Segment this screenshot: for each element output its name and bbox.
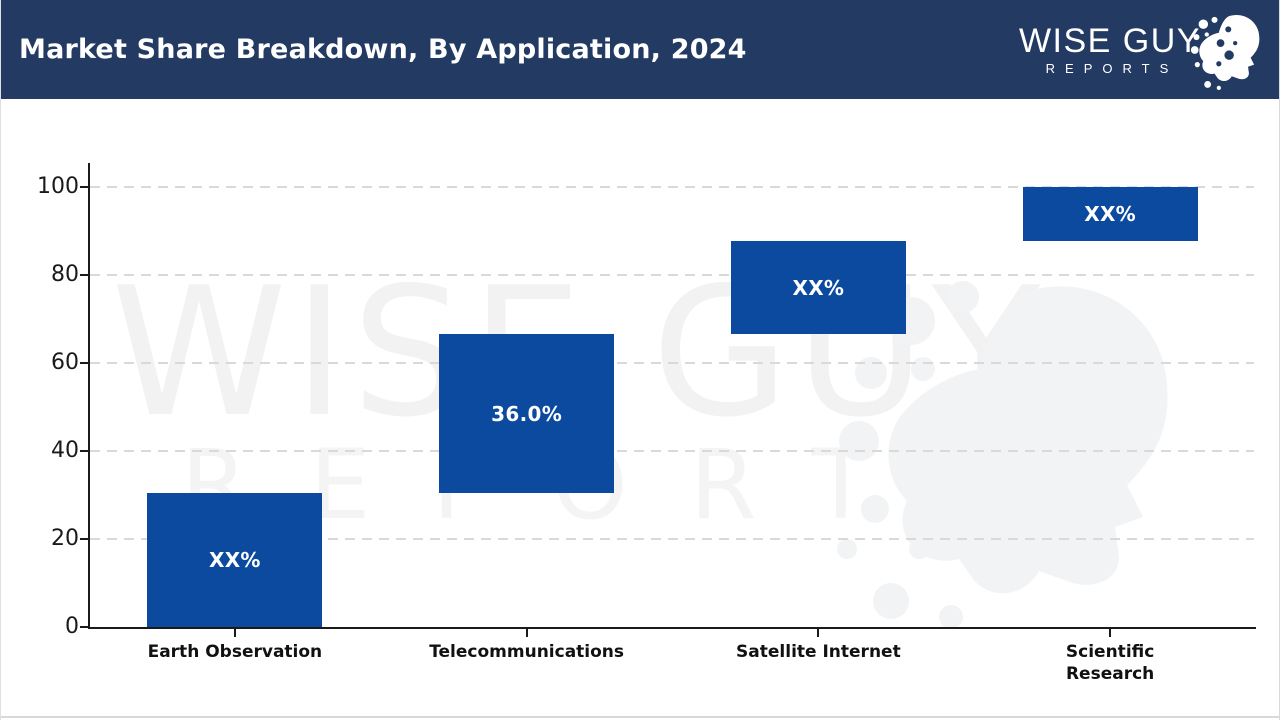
y-axis-line — [88, 162, 90, 629]
y-tick-label-80: 80 — [51, 262, 79, 287]
y-tick-mark-0 — [80, 626, 88, 628]
plot-area: WISE GUY REPORTS 0 20 40 60 80 100 XX% 36.0% XX… — [1, 99, 1279, 717]
header-bar: Market Share Breakdown, By Application, … — [1, 0, 1279, 99]
x-category-label-1: Telecommunications — [381, 641, 673, 663]
y-tick-mark-40 — [80, 450, 88, 452]
y-tick-mark-20 — [80, 538, 88, 540]
x-tick-mark-2 — [817, 629, 820, 637]
x-category-label-2: Satellite Internet — [673, 641, 965, 663]
y-tick-label-60: 60 — [51, 350, 79, 375]
logo-wordmark: WISE GUY REPORTS — [1019, 23, 1201, 76]
logo-wordmark-line2: REPORTS — [1045, 61, 1179, 76]
chart-title: Market Share Breakdown, By Application, … — [19, 34, 747, 65]
x-category-label-3: Scientific Research — [964, 641, 1256, 685]
y-tick-label-0: 0 — [65, 614, 79, 639]
bar-satellite-internet: XX% — [730, 240, 906, 335]
bar-value-label: XX% — [1084, 201, 1136, 226]
y-tick-mark-80 — [80, 274, 88, 276]
y-tick-label-40: 40 — [51, 438, 79, 463]
head-logo-icon — [1190, 14, 1260, 90]
gridline-60 — [90, 362, 1254, 364]
x-category-label-0: Earth Observation — [89, 641, 381, 663]
wise-guy-logo: WISE GUY REPORTS — [1019, 7, 1279, 93]
x-category-label-line: Scientific — [1065, 642, 1155, 662]
x-tick-mark-1 — [525, 629, 528, 637]
y-tick-mark-100 — [80, 186, 88, 188]
bottom-border — [1, 716, 1279, 718]
bar-value-label: XX% — [208, 547, 261, 572]
x-category-label-line: Earth Observation — [147, 642, 323, 662]
bar-telecommunications: 36.0% — [439, 334, 615, 493]
bar-value-label: XX% — [792, 275, 845, 300]
bar-scientific-research: XX% — [1022, 187, 1198, 241]
y-tick-label-20: 20 — [51, 526, 79, 551]
x-category-label-line: Research — [1065, 664, 1155, 684]
bar-earth-observation: XX% — [147, 492, 323, 627]
x-axis-line — [88, 627, 1256, 629]
gridline-20 — [90, 538, 1254, 540]
x-category-label-line: Telecommunications — [429, 642, 625, 662]
x-tick-mark-0 — [233, 629, 236, 637]
x-category-label-line: Satellite Internet — [736, 642, 901, 662]
y-tick-mark-60 — [80, 362, 88, 364]
gridline-40 — [90, 450, 1254, 452]
logo-wordmark-line1: WISE GUY — [1018, 22, 1201, 60]
gridline-100 — [90, 186, 1254, 188]
bar-value-label: 36.0% — [491, 401, 563, 426]
gridline-80 — [90, 274, 1254, 276]
y-tick-label-100: 100 — [37, 174, 79, 199]
x-tick-mark-3 — [1109, 629, 1112, 637]
